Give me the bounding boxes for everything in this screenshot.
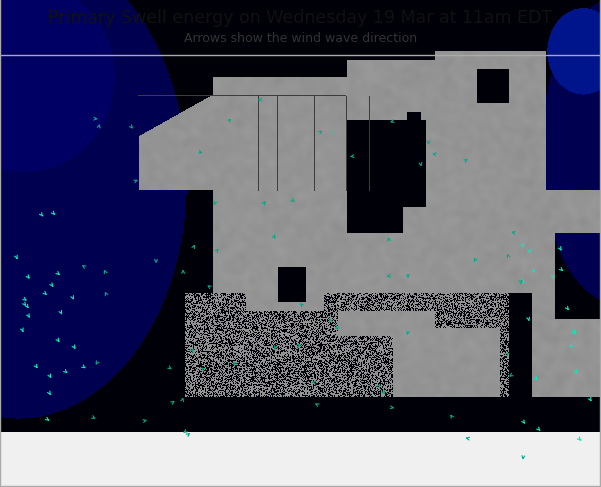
Text: Primary Swell energy on Wednesday 19 Mar at 11am EDT: Primary Swell energy on Wednesday 19 Mar… <box>49 9 552 27</box>
Text: Arrows show the wind wave direction: Arrows show the wind wave direction <box>184 32 417 44</box>
